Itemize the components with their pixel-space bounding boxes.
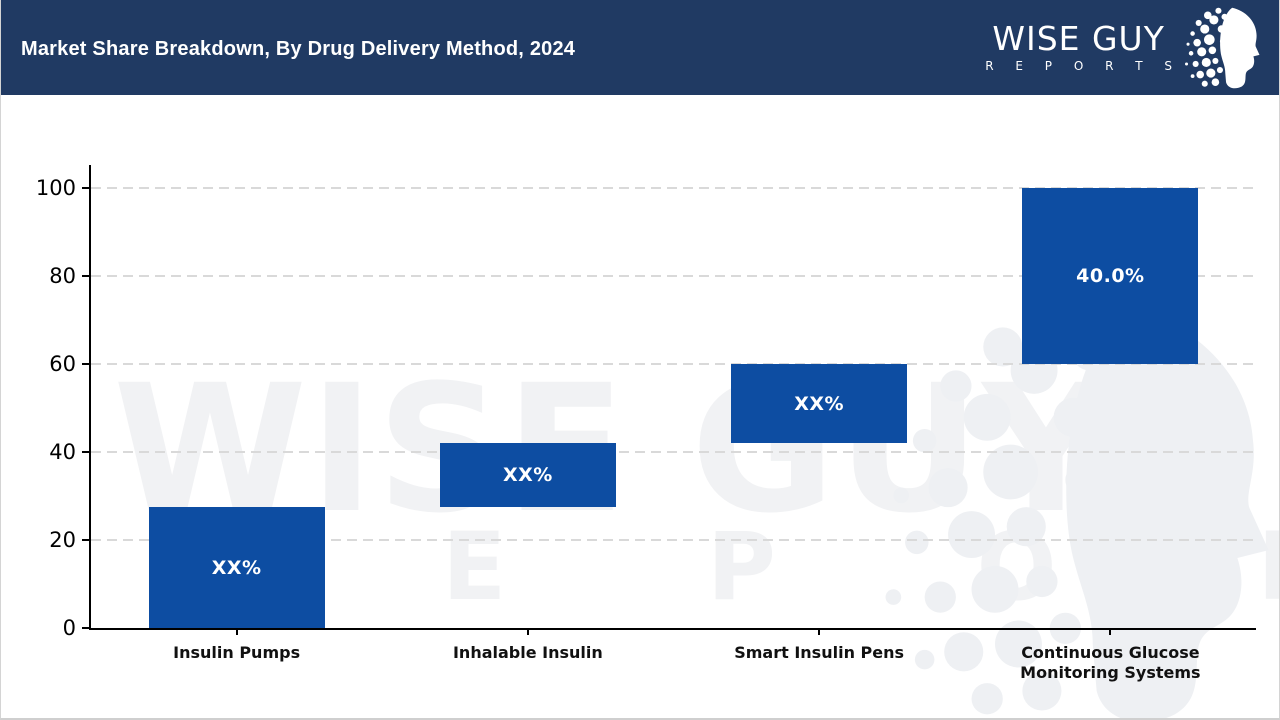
x-axis-tick [1109,628,1112,635]
bar-value-label: 40.0% [1076,265,1145,288]
brand-wordmark: WISE GUY R E P O R T S [976,19,1181,74]
bar-value-label: XX% [502,464,553,487]
y-axis-tick-label: 20 [49,528,76,553]
y-axis-tick-label: 60 [49,352,76,377]
y-axis-tick [82,539,89,542]
y-axis-tick [82,451,89,454]
brand-wordmark-line2: R E P O R T S [985,59,1181,73]
x-axis-tick [235,628,238,635]
bar-insulin-pumps: XX% [148,507,325,628]
page-title: Market Share Breakdown, By Drug Delivery… [21,38,576,60]
y-axis-tick [82,627,89,629]
bar-smart-insulin-pens: XX% [731,364,908,444]
wiseguy-head-icon [1185,7,1260,88]
bar-inhalable-insulin: XX% [439,443,616,508]
gridline-60 [91,363,1256,366]
gridline-80 [91,275,1256,278]
x-axis-category-label: Inhalable Insulin [452,643,603,662]
gridline-40 [91,451,1256,454]
y-axis-tick [82,187,89,190]
gridline-100 [91,187,1256,190]
x-axis-category-label: Smart Insulin Pens [734,643,905,662]
plot-area: 0 20 40 60 80 100 XX% Insulin Pumps XX% Inhalable… [36,165,1256,682]
y-axis-tick-label: 0 [62,616,76,640]
y-axis-tick-label: 80 [49,264,76,289]
x-axis-category-label: Continuous Glucose Monitoring Systems [1020,643,1201,682]
y-axis-tick [82,363,89,366]
y-axis-tick-label: 40 [49,440,76,465]
brand-logo: WISE GUY R E P O R T S [976,6,1261,90]
x-axis-category-label: Insulin Pumps [173,643,301,662]
brand-wordmark-line1: WISE GUY [992,19,1165,58]
bar-value-label: XX% [211,556,262,579]
x-axis-tick [526,628,529,635]
bar-value-label: XX% [794,392,845,415]
y-axis-tick-label: 100 [35,176,76,201]
gridline-20 [91,539,1256,542]
bar-continuous-glucose-monitoring-systems: 40.0% [1022,188,1199,365]
header-bar: Market Share Breakdown, By Drug Delivery… [1,0,1279,95]
x-axis-tick [818,628,821,635]
y-axis-tick [82,275,89,278]
